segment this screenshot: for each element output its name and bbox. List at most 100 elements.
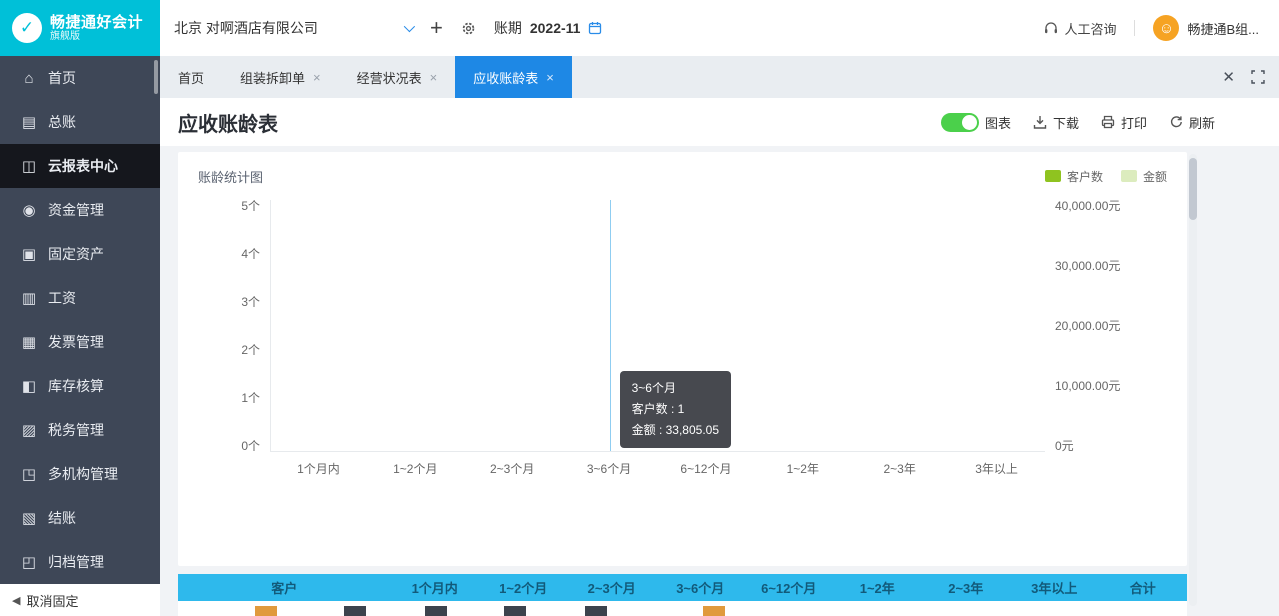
print-button[interactable]: 打印 [1101,113,1147,132]
tab-receivable-aging[interactable]: 应收账龄表 × [455,56,572,98]
content-scrollbar-thumb[interactable] [1189,158,1197,220]
chart-plot-area: 3~6个月 客户数 : 1 金额 : 33,805.05 [270,200,1045,452]
content-scrollbar-track[interactable] [1189,154,1197,606]
sidebar: ⌂ 首页 ▤ 总账 ◫ 云报表中心 ◉ 资金管理 ▣ 固定资产 ▥ 工资 ▦ 发票管理 ◧ 库存核算 ▨ 税务管理… [0,56,160,616]
chart-card: 账龄统计图 客户数 金额 5个 4个 3个 2个 1个 0个 3~6个月 [178,152,1187,566]
x-axis-label: 2~3年 [883,462,916,476]
page-title: 应收账龄表 [178,113,278,136]
page-header: 应收账龄表 图表 下载 [160,98,1279,146]
sidebar-item-multi-org-management[interactable]: ◳ 多机构管理 [0,452,160,496]
tooltip-title: 3~6个月 [631,380,676,395]
refresh-button[interactable]: 刷新 [1169,113,1215,132]
x-axis-label: 3~6个月 [586,462,632,476]
y-right-tick: 0元 [1055,439,1074,453]
x-axis-label: 1~2年 [786,462,819,476]
sidebar-item-inventory-accounting[interactable]: ◧ 库存核算 [0,364,160,408]
legend-label: 客户数 [1066,169,1103,184]
main-area: 首页 组装拆卸单 × 经营状况表 × 应收账龄表 × ✕ 应收账龄表 图表 [160,56,1279,616]
user-menu[interactable]: ☺ 畅捷通B组... [1153,15,1259,41]
legend-item-customers[interactable]: 客户数 [1044,168,1103,185]
sidebar-scrollbar[interactable] [154,60,158,94]
tooltip-line: 客户数 : 1 [631,401,685,416]
tab-home[interactable]: 首页 [160,56,222,98]
toggle-switch[interactable] [940,112,979,132]
consult-button[interactable]: 人工咨询 [1044,19,1116,38]
page-content: 应收账龄表 图表 下载 [160,98,1279,616]
add-button[interactable]: + [430,15,443,40]
chart-legend: 客户数 金额 [1044,168,1167,185]
sidebar-item-closing[interactable]: ▧ 结账 [0,496,160,540]
sidebar-item-fund-management[interactable]: ◉ 资金管理 [0,188,160,232]
hover-indicator-line [609,200,611,451]
avatar: ☺ [1153,15,1180,41]
unpin-sidebar-button[interactable]: ◀ 取消固定 [0,584,160,616]
topbar: ✓ 畅捷通好会计 旗舰版 北京 对啊酒店有限公司 + 账期 2022-11 [0,0,1279,56]
legend-label: 金额 [1142,169,1167,184]
fixed-assets-icon: ▣ [21,246,37,263]
clipped-cell-fragment [702,606,725,616]
company-selector[interactable]: 北京 对啊酒店有限公司 [174,18,416,38]
y-left-tick: 2个 [241,343,260,357]
y-left-tick: 4个 [241,247,260,261]
tab-actions: ✕ [1222,56,1279,98]
sidebar-item-cloud-report-center[interactable]: ◫ 云报表中心 [0,144,160,188]
user-name: 畅捷通B组... [1187,21,1259,37]
tab-close-icon[interactable]: × [313,69,321,85]
sidebar-item-archive-management[interactable]: ◰ 归档管理 [0,540,160,584]
y-right-tick: 30,000.00元 [1055,259,1121,273]
table-header-cell: 2~3年 [948,581,984,596]
closing-icon: ▧ [21,510,37,527]
tab-close-icon[interactable]: × [429,69,438,85]
tooltip-line: 金额 : 33,805.05 [631,422,720,437]
tab-close-icon[interactable]: × [546,69,554,85]
brand-logo-icon: ✓ [12,13,42,43]
sidebar-item-tax-management[interactable]: ▨ 税务管理 [0,408,160,452]
print-icon [1101,115,1115,129]
close-all-tabs-button[interactable]: ✕ [1222,69,1235,86]
sidebar-item-label: 发票管理 [48,334,104,350]
table-header-cell: 3~6个月 [676,581,725,596]
calendar-icon [588,21,602,35]
chart-category-slot [755,200,852,451]
period-label: 账期 [493,20,522,36]
consult-label: 人工咨询 [1064,21,1117,37]
chart-tooltip: 3~6个月 客户数 : 1 金额 : 33,805.05 [619,370,732,448]
chart-category-slot [465,200,562,451]
table-header-cell: 3年以上 [1031,581,1078,596]
download-button[interactable]: 下载 [1033,113,1079,132]
tab-label: 应收账龄表 [473,70,539,86]
tab-assembly-disassembly[interactable]: 组装拆卸单 × [222,56,339,98]
legend-swatch [1044,170,1061,182]
clipped-cell-fragment [425,606,448,616]
x-axis-label: 6~12个月 [680,462,732,476]
sidebar-item-fixed-assets[interactable]: ▣ 固定资产 [0,232,160,276]
y-right-tick: 10,000.00元 [1055,379,1121,393]
y-right-tick: 40,000.00元 [1055,199,1121,213]
period-picker[interactable]: 账期 2022-11 [494,18,603,38]
refresh-icon [1169,115,1183,129]
chart-view-toggle[interactable]: 图表 [940,112,1011,132]
fullscreen-icon[interactable] [1251,70,1265,84]
settings-gear-icon[interactable] [461,21,476,36]
page-controls: 图表 下载 打印 [940,112,1215,132]
sidebar-item-label: 库存核算 [48,378,104,394]
download-label: 下载 [1052,115,1079,131]
tax-management-icon: ▨ [21,422,37,439]
tab-business-status[interactable]: 经营状况表 × [339,56,456,98]
table-header-cell: 1~2个月 [499,581,548,596]
legend-item-amount[interactable]: 金额 [1120,168,1167,185]
sidebar-item-invoice-management[interactable]: ▦ 发票管理 [0,320,160,364]
sidebar-item-general-ledger[interactable]: ▤ 总账 [0,100,160,144]
clipped-table-row [178,601,1187,616]
print-label: 打印 [1120,115,1147,131]
sidebar-item-payroll[interactable]: ▥ 工资 [0,276,160,320]
company-name: 北京 对啊酒店有限公司 [174,20,318,36]
sidebar-item-label: 多机构管理 [48,466,118,482]
sidebar-item-home[interactable]: ⌂ 首页 [0,56,160,100]
general-ledger-icon: ▤ [21,114,37,131]
y-left-tick: 5个 [241,199,260,213]
fund-management-icon: ◉ [22,202,36,219]
app-logo[interactable]: ✓ 畅捷通好会计 旗舰版 [0,0,160,56]
period-value: 2022-11 [529,20,581,36]
